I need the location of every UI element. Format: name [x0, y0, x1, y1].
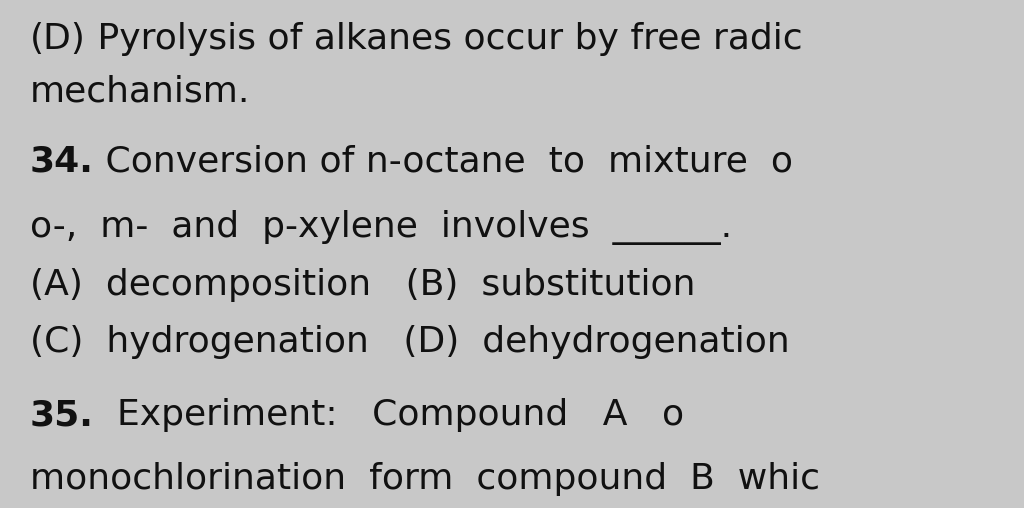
- Text: o-,  m-  and  p-xylene  involves  ______.: o-, m- and p-xylene involves ______.: [30, 210, 732, 245]
- Text: 34.: 34.: [30, 145, 94, 179]
- Text: 35.: 35.: [30, 398, 94, 432]
- Text: Pyrolysis of alkanes occur by free radic: Pyrolysis of alkanes occur by free radic: [86, 22, 803, 56]
- Text: monochlorination  form  compound  B  whic: monochlorination form compound B whic: [30, 462, 820, 496]
- Text: Experiment:   Compound   A   o: Experiment: Compound A o: [94, 398, 684, 432]
- Text: Conversion of n-octane  to  mixture  o: Conversion of n-octane to mixture o: [94, 145, 793, 179]
- Text: (C)  hydrogenation   (D)  dehydrogenation: (C) hydrogenation (D) dehydrogenation: [30, 325, 790, 359]
- Text: (D): (D): [30, 22, 86, 56]
- Text: mechanism.: mechanism.: [30, 75, 251, 109]
- Text: (A)  decomposition   (B)  substitution: (A) decomposition (B) substitution: [30, 268, 695, 302]
